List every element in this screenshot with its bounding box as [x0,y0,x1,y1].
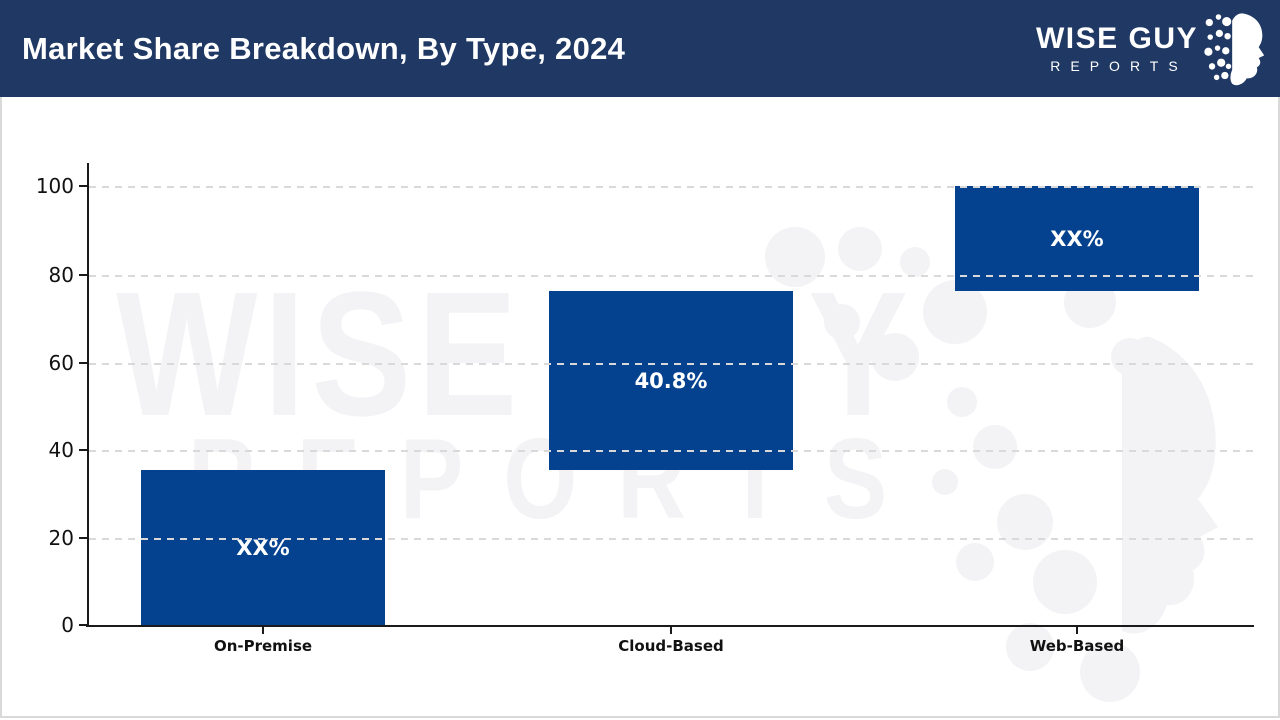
bar-web-based: XX% [955,186,1199,291]
category-label-web-based: Web-Based [1029,637,1125,655]
category-label-cloud-based: Cloud-Based [618,637,724,655]
y-axis-line [87,163,89,627]
bar-label-web-based: XX% [1050,226,1104,251]
xtick-mark-on-premise [262,627,264,634]
ytick-label-80: 80 [48,263,74,287]
category-label-on-premise: On-Premise [213,637,313,655]
logo-text: WISE GUY REPORTS [1035,22,1198,74]
gridline-60 [89,363,1253,365]
ytick-mark-0 [79,624,88,626]
ytick-label-60: 60 [48,351,74,375]
logo-subtitle: REPORTS [1050,58,1188,74]
ytick-mark-20 [79,537,88,539]
ytick-mark-40 [79,449,88,451]
gridline-80 [89,275,1253,277]
wiseguy-face-icon [1204,12,1265,85]
ytick-mark-100 [79,185,88,187]
gridline-40 [89,450,1253,452]
ytick-label-100: 100 [35,174,74,198]
ytick-label-0: 0 [61,613,74,637]
bar-label-cloud-based: 40.8% [634,368,708,393]
gridline-100 [89,186,1253,188]
ytick-mark-60 [79,362,88,364]
frame-border-bottom [0,716,1280,718]
frame-border-right [1278,97,1280,716]
xtick-mark-web-based [1076,627,1078,634]
chart-area: WISE GUY REPORTS XX% 40.8% XX% 0 20 40 [0,97,1280,720]
xtick-mark-cloud-based [670,627,672,634]
logo-wordmark: WISE GUY [1035,22,1198,55]
bar-on-premise: XX% [141,470,385,625]
ytick-label-40: 40 [48,438,74,462]
wiseguy-logo: WISE GUY REPORTS [1036,9,1266,89]
bar-cloud-based: 40.8% [549,291,793,470]
frame-border-left [0,97,2,716]
page-title: Market Share Breakdown, By Type, 2024 [22,30,626,66]
x-axis-line [86,625,1254,627]
gridline-20 [89,538,1253,540]
ytick-mark-80 [79,274,88,276]
ytick-label-20: 20 [48,526,74,550]
header-bar: Market Share Breakdown, By Type, 2024 WI… [0,0,1280,97]
watermark-face-icon [765,227,1218,702]
